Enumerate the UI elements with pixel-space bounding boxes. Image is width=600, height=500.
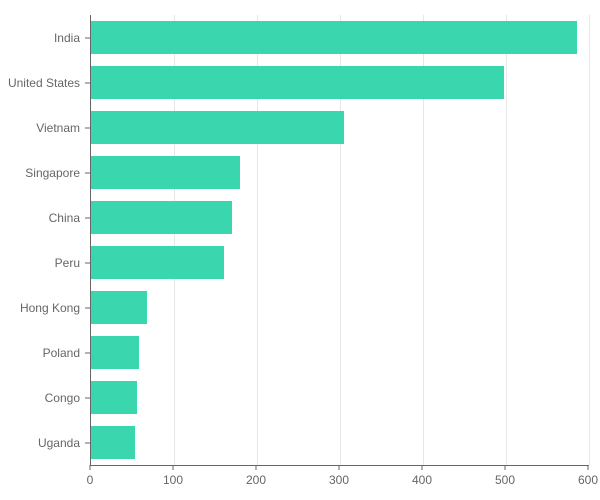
y-tick xyxy=(85,172,90,173)
y-tick xyxy=(85,127,90,128)
y-axis-label: Poland xyxy=(0,346,80,360)
y-axis-label: China xyxy=(0,211,80,225)
x-axis-label: 400 xyxy=(412,473,432,487)
y-axis-label: Singapore xyxy=(0,166,80,180)
y-tick xyxy=(85,262,90,263)
bar xyxy=(91,246,224,278)
x-axis-label: 100 xyxy=(163,473,183,487)
x-tick xyxy=(173,465,174,470)
y-axis-label: Vietnam xyxy=(0,121,80,135)
bar xyxy=(91,381,137,413)
bar xyxy=(91,156,240,188)
y-axis-label: Uganda xyxy=(0,436,80,450)
bar xyxy=(91,66,504,98)
y-tick xyxy=(85,82,90,83)
x-axis-label: 500 xyxy=(495,473,515,487)
y-tick xyxy=(85,442,90,443)
x-tick xyxy=(339,465,340,470)
y-tick xyxy=(85,307,90,308)
y-axis-label: Congo xyxy=(0,391,80,405)
x-axis-label: 0 xyxy=(87,473,94,487)
bar xyxy=(91,426,135,458)
bar xyxy=(91,291,147,323)
plot-area xyxy=(90,15,589,466)
bar xyxy=(91,201,232,233)
x-axis-label: 200 xyxy=(246,473,266,487)
bar xyxy=(91,111,344,143)
country-bar-chart: 0 100 200 300 400 500 600 India United States Vie… xyxy=(0,0,600,500)
y-axis-label: India xyxy=(0,31,80,45)
y-axis-label: United States xyxy=(0,76,80,90)
y-tick xyxy=(85,37,90,38)
y-axis-label: Peru xyxy=(0,256,80,270)
y-tick xyxy=(85,352,90,353)
x-tick xyxy=(422,465,423,470)
gridline xyxy=(589,15,590,465)
y-tick xyxy=(85,397,90,398)
x-tick xyxy=(256,465,257,470)
y-tick xyxy=(85,217,90,218)
x-axis-label: 300 xyxy=(329,473,349,487)
bar xyxy=(91,336,139,368)
x-tick xyxy=(588,465,589,470)
y-axis-label: Hong Kong xyxy=(0,301,80,315)
x-axis-label: 600 xyxy=(578,473,598,487)
bar xyxy=(91,21,577,53)
x-tick xyxy=(90,465,91,470)
gridline xyxy=(506,15,507,465)
x-tick xyxy=(505,465,506,470)
